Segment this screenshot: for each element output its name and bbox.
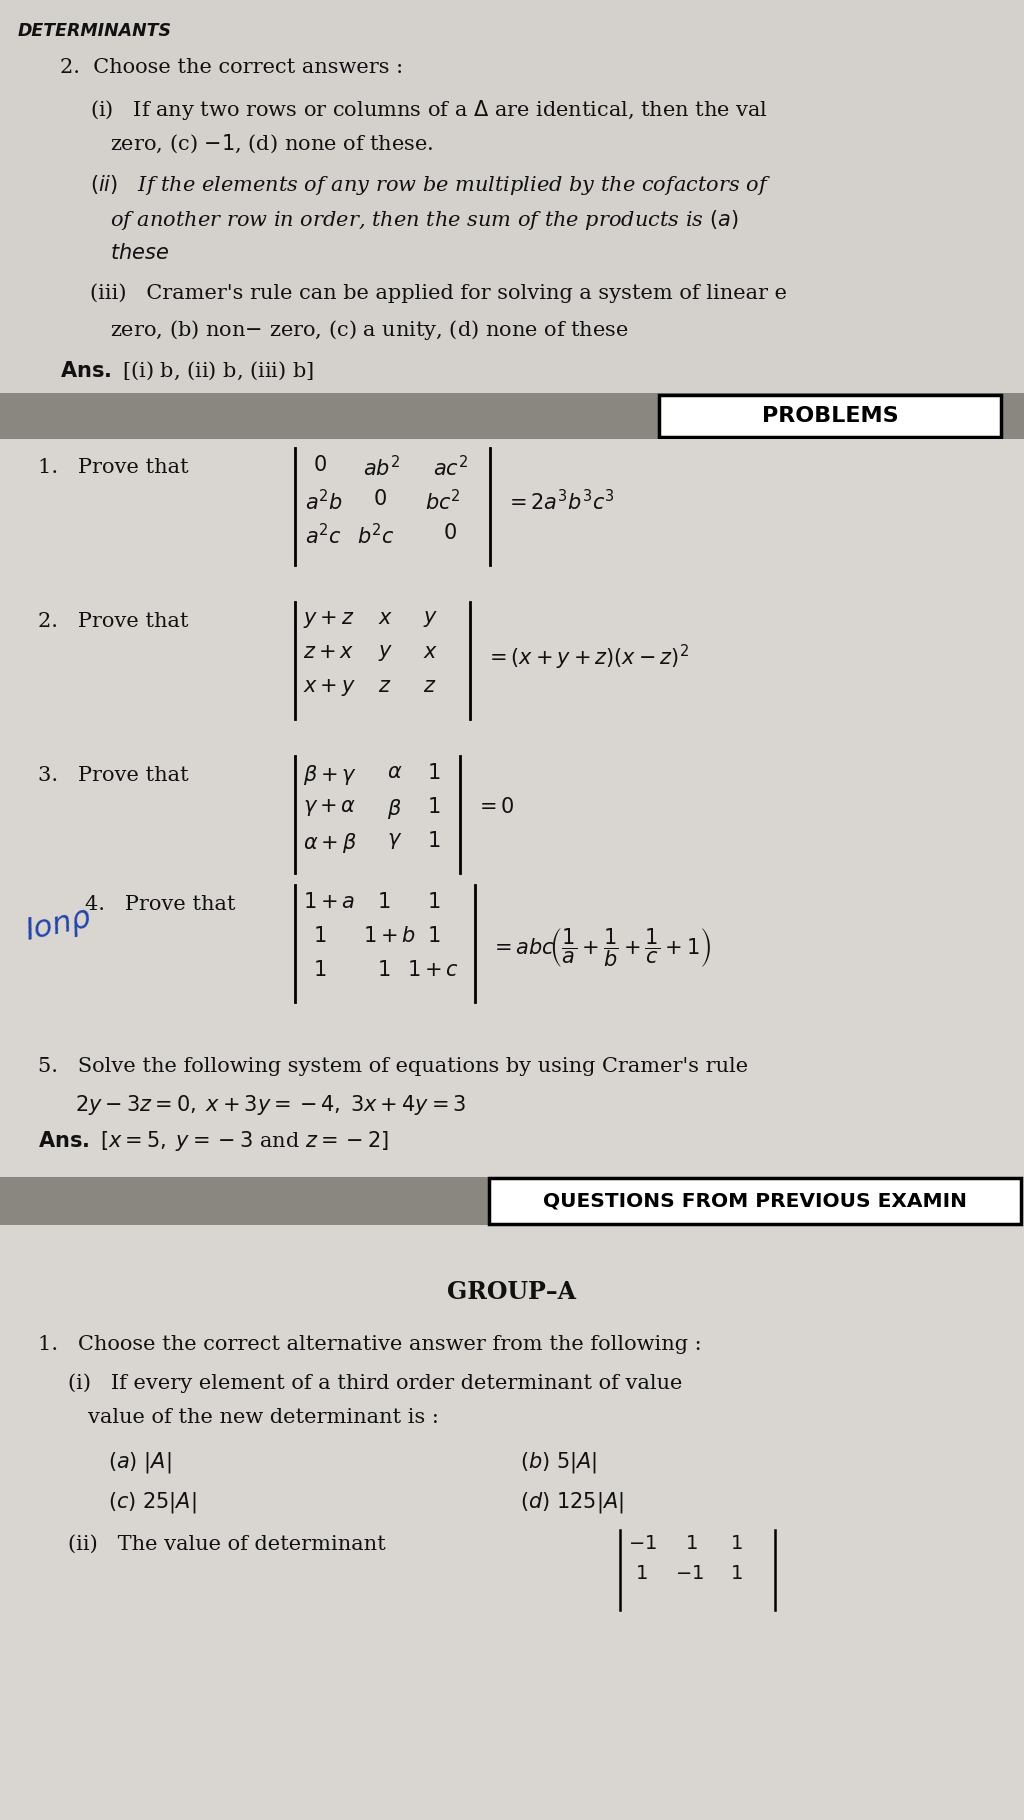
Text: $a^2c$: $a^2c$ bbox=[305, 522, 342, 548]
Text: $2y - 3z = 0,\; x + 3y = -4,\; 3x + 4y = 3$: $2y - 3z = 0,\; x + 3y = -4,\; 3x + 4y =… bbox=[75, 1094, 466, 1117]
Text: $z+x$: $z+x$ bbox=[303, 642, 354, 662]
Text: $\mathit{Ion\rho}$: $\mathit{Ion\rho}$ bbox=[22, 903, 95, 950]
Text: $y$: $y$ bbox=[423, 610, 438, 630]
Text: $\mathit{these}$: $\mathit{these}$ bbox=[110, 244, 169, 264]
Text: $= 2a^3b^3c^3$: $= 2a^3b^3c^3$ bbox=[505, 490, 614, 515]
Text: DETERMINANTS: DETERMINANTS bbox=[18, 22, 172, 40]
Text: $= abc\!\left(\dfrac{1}{a}+\dfrac{1}{b}+\dfrac{1}{c}+1\right)$: $= abc\!\left(\dfrac{1}{a}+\dfrac{1}{b}+… bbox=[490, 926, 712, 968]
Text: $z$: $z$ bbox=[378, 677, 391, 695]
Bar bbox=[0, 1178, 490, 1225]
Text: zero, (c) $-1$, (d) none of these.: zero, (c) $-1$, (d) none of these. bbox=[110, 133, 433, 155]
Text: $1+c$: $1+c$ bbox=[407, 959, 459, 979]
Text: $1$: $1$ bbox=[377, 892, 390, 912]
Text: $1$: $1$ bbox=[730, 1565, 742, 1583]
Text: PROBLEMS: PROBLEMS bbox=[762, 406, 898, 426]
Text: (iii)   Cramer's rule can be applied for solving a system of linear e: (iii) Cramer's rule can be applied for s… bbox=[90, 282, 787, 302]
Text: $1$: $1$ bbox=[313, 926, 327, 946]
Text: $y$: $y$ bbox=[378, 642, 393, 662]
Bar bbox=[0, 393, 1024, 439]
Text: $\mathbf{Ans.}$ [(i) b, (ii) b, (iii) b]: $\mathbf{Ans.}$ [(i) b, (ii) b, (iii) b] bbox=[60, 360, 314, 382]
Text: $(c)$ $25|A|$: $(c)$ $25|A|$ bbox=[108, 1491, 197, 1514]
Text: value of the new determinant is :: value of the new determinant is : bbox=[88, 1409, 439, 1427]
Text: $\gamma+\alpha$: $\gamma+\alpha$ bbox=[303, 797, 356, 817]
Text: $1$: $1$ bbox=[427, 763, 440, 783]
Text: $\beta+\gamma$: $\beta+\gamma$ bbox=[303, 763, 357, 786]
Text: $a^2b$: $a^2b$ bbox=[305, 490, 343, 515]
Text: (ii)   The value of determinant: (ii) The value of determinant bbox=[68, 1534, 386, 1554]
Text: $-1$: $-1$ bbox=[675, 1565, 703, 1583]
Text: QUESTIONS FROM PREVIOUS EXAMIN: QUESTIONS FROM PREVIOUS EXAMIN bbox=[543, 1192, 967, 1210]
Text: 1.   Choose the correct alternative answer from the following :: 1. Choose the correct alternative answer… bbox=[38, 1336, 701, 1354]
Text: $1$: $1$ bbox=[313, 959, 327, 979]
Text: $b^2c$: $b^2c$ bbox=[357, 522, 395, 548]
Text: $x$: $x$ bbox=[378, 610, 393, 628]
Text: $1$: $1$ bbox=[685, 1534, 697, 1552]
Text: 1.   Prove that: 1. Prove that bbox=[38, 459, 188, 477]
Text: 2.   Prove that: 2. Prove that bbox=[38, 612, 188, 632]
Text: $\beta$: $\beta$ bbox=[387, 797, 401, 821]
Text: zero, (b) non$-$ zero, (c) a unity, (d) none of these: zero, (b) non$-$ zero, (c) a unity, (d) … bbox=[110, 318, 629, 342]
Text: $1+a$: $1+a$ bbox=[303, 892, 355, 912]
Text: $\alpha+\beta$: $\alpha+\beta$ bbox=[303, 832, 357, 855]
Text: $1+b$: $1+b$ bbox=[362, 926, 416, 946]
Text: $ab^2$: $ab^2$ bbox=[362, 455, 400, 480]
Text: $\alpha$: $\alpha$ bbox=[387, 763, 402, 783]
FancyBboxPatch shape bbox=[659, 395, 1001, 437]
FancyBboxPatch shape bbox=[489, 1178, 1021, 1225]
Text: $(ii)$   If the elements of any row be multiplied by the cofactors of: $(ii)$ If the elements of any row be mul… bbox=[90, 173, 771, 197]
Text: $(b)$ $5|A|$: $(b)$ $5|A|$ bbox=[520, 1451, 597, 1474]
Text: $ac^2$: $ac^2$ bbox=[433, 455, 468, 480]
Text: 5.   Solve the following system of equations by using Cramer's rule: 5. Solve the following system of equatio… bbox=[38, 1057, 749, 1076]
Text: $\mathbf{Ans.}$ $[x = 5,\; y = -3$ and $z = -2]$: $\mathbf{Ans.}$ $[x = 5,\; y = -3$ and $… bbox=[38, 1128, 389, 1154]
Text: $x$: $x$ bbox=[423, 642, 438, 662]
Text: $0$: $0$ bbox=[373, 490, 387, 510]
Text: $1$: $1$ bbox=[427, 832, 440, 852]
Text: $\gamma$: $\gamma$ bbox=[387, 832, 402, 852]
Text: $1$: $1$ bbox=[427, 892, 440, 912]
Text: $1$: $1$ bbox=[427, 797, 440, 817]
Text: $0$: $0$ bbox=[313, 455, 327, 475]
Text: $y+z$: $y+z$ bbox=[303, 610, 355, 630]
Text: $-1$: $-1$ bbox=[628, 1534, 657, 1552]
Text: $bc^2$: $bc^2$ bbox=[425, 490, 461, 515]
Text: $0$: $0$ bbox=[443, 522, 457, 542]
Text: 4.   Prove that: 4. Prove that bbox=[85, 895, 236, 914]
Bar bbox=[0, 439, 1024, 1820]
Text: GROUP–A: GROUP–A bbox=[447, 1279, 577, 1303]
Text: (i)   If any two rows or columns of a $\Delta$ are identical, then the val: (i) If any two rows or columns of a $\De… bbox=[90, 98, 768, 122]
Text: $1$: $1$ bbox=[427, 926, 440, 946]
Text: 3.   Prove that: 3. Prove that bbox=[38, 766, 188, 784]
Text: (i)   If every element of a third order determinant of value: (i) If every element of a third order de… bbox=[68, 1372, 682, 1392]
Text: 2.  Choose the correct answers :: 2. Choose the correct answers : bbox=[60, 58, 403, 76]
Text: $= (x + y + z)(x - z)^2$: $= (x + y + z)(x - z)^2$ bbox=[485, 642, 689, 672]
Text: $= 0$: $= 0$ bbox=[475, 797, 514, 817]
Text: $z$: $z$ bbox=[423, 677, 436, 695]
Text: $1$: $1$ bbox=[730, 1534, 742, 1552]
Text: $(d)$ $125|A|$: $(d)$ $125|A|$ bbox=[520, 1491, 624, 1514]
Text: $(a)$ $|A|$: $(a)$ $|A|$ bbox=[108, 1451, 171, 1474]
Text: $x+y$: $x+y$ bbox=[303, 677, 356, 699]
Text: $1$: $1$ bbox=[635, 1565, 647, 1583]
Text: of another row in order, then the sum of the products is $(a)$: of another row in order, then the sum of… bbox=[110, 207, 738, 231]
Text: $1$: $1$ bbox=[377, 959, 390, 979]
